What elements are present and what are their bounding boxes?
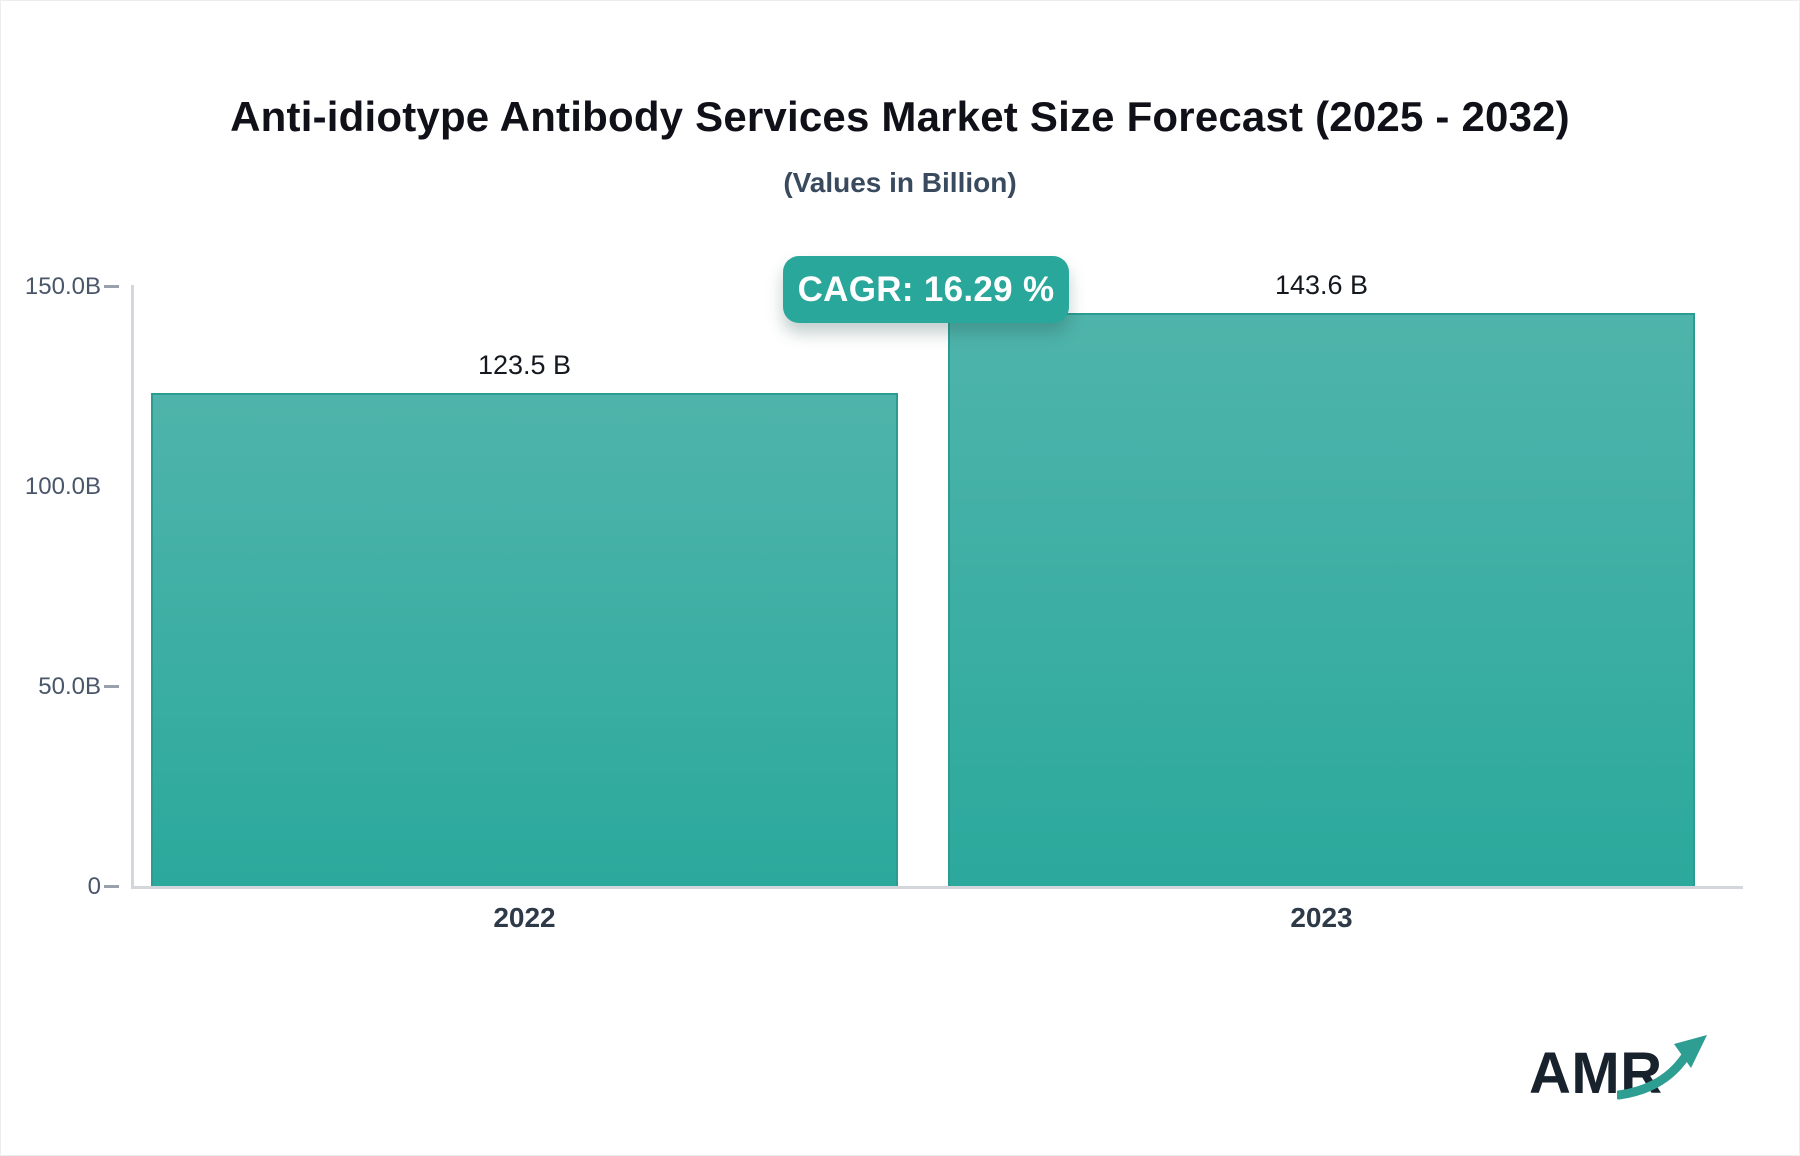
y-axis-tick-0 <box>104 885 119 888</box>
bar-2022 <box>151 393 898 887</box>
y-axis-label-0: 0 <box>87 873 101 900</box>
chart-title: Anti-idiotype Antibody Services Market S… <box>230 93 1570 140</box>
y-axis-label-100: 100.0B <box>24 473 101 500</box>
x-axis-label-2022: 2022 <box>493 902 556 933</box>
x-axis-label-2023: 2023 <box>1290 902 1353 933</box>
y-axis-label-50: 50.0B <box>38 673 101 700</box>
y-axis-tick-50 <box>104 685 119 688</box>
cagr-badge-label: CAGR: 16.29 % <box>797 269 1055 309</box>
x-axis-line <box>131 886 1743 889</box>
bar-2023 <box>948 313 1695 887</box>
y-axis-line <box>131 285 134 889</box>
y-axis-label-150: 150.0B <box>24 273 101 300</box>
chart-subtitle: (Values in Billion) <box>783 167 1017 198</box>
bar-value-label-2022: 123.5 B <box>477 350 572 380</box>
y-axis-tick-150 <box>104 285 119 288</box>
cagr-badge: CAGR: 16.29 % <box>783 256 1069 323</box>
growth-arrow-icon <box>1617 1035 1707 1100</box>
bar-value-label-2023: 143.6 B <box>1274 270 1369 300</box>
amr-logo: AMR <box>1529 1031 1729 1121</box>
